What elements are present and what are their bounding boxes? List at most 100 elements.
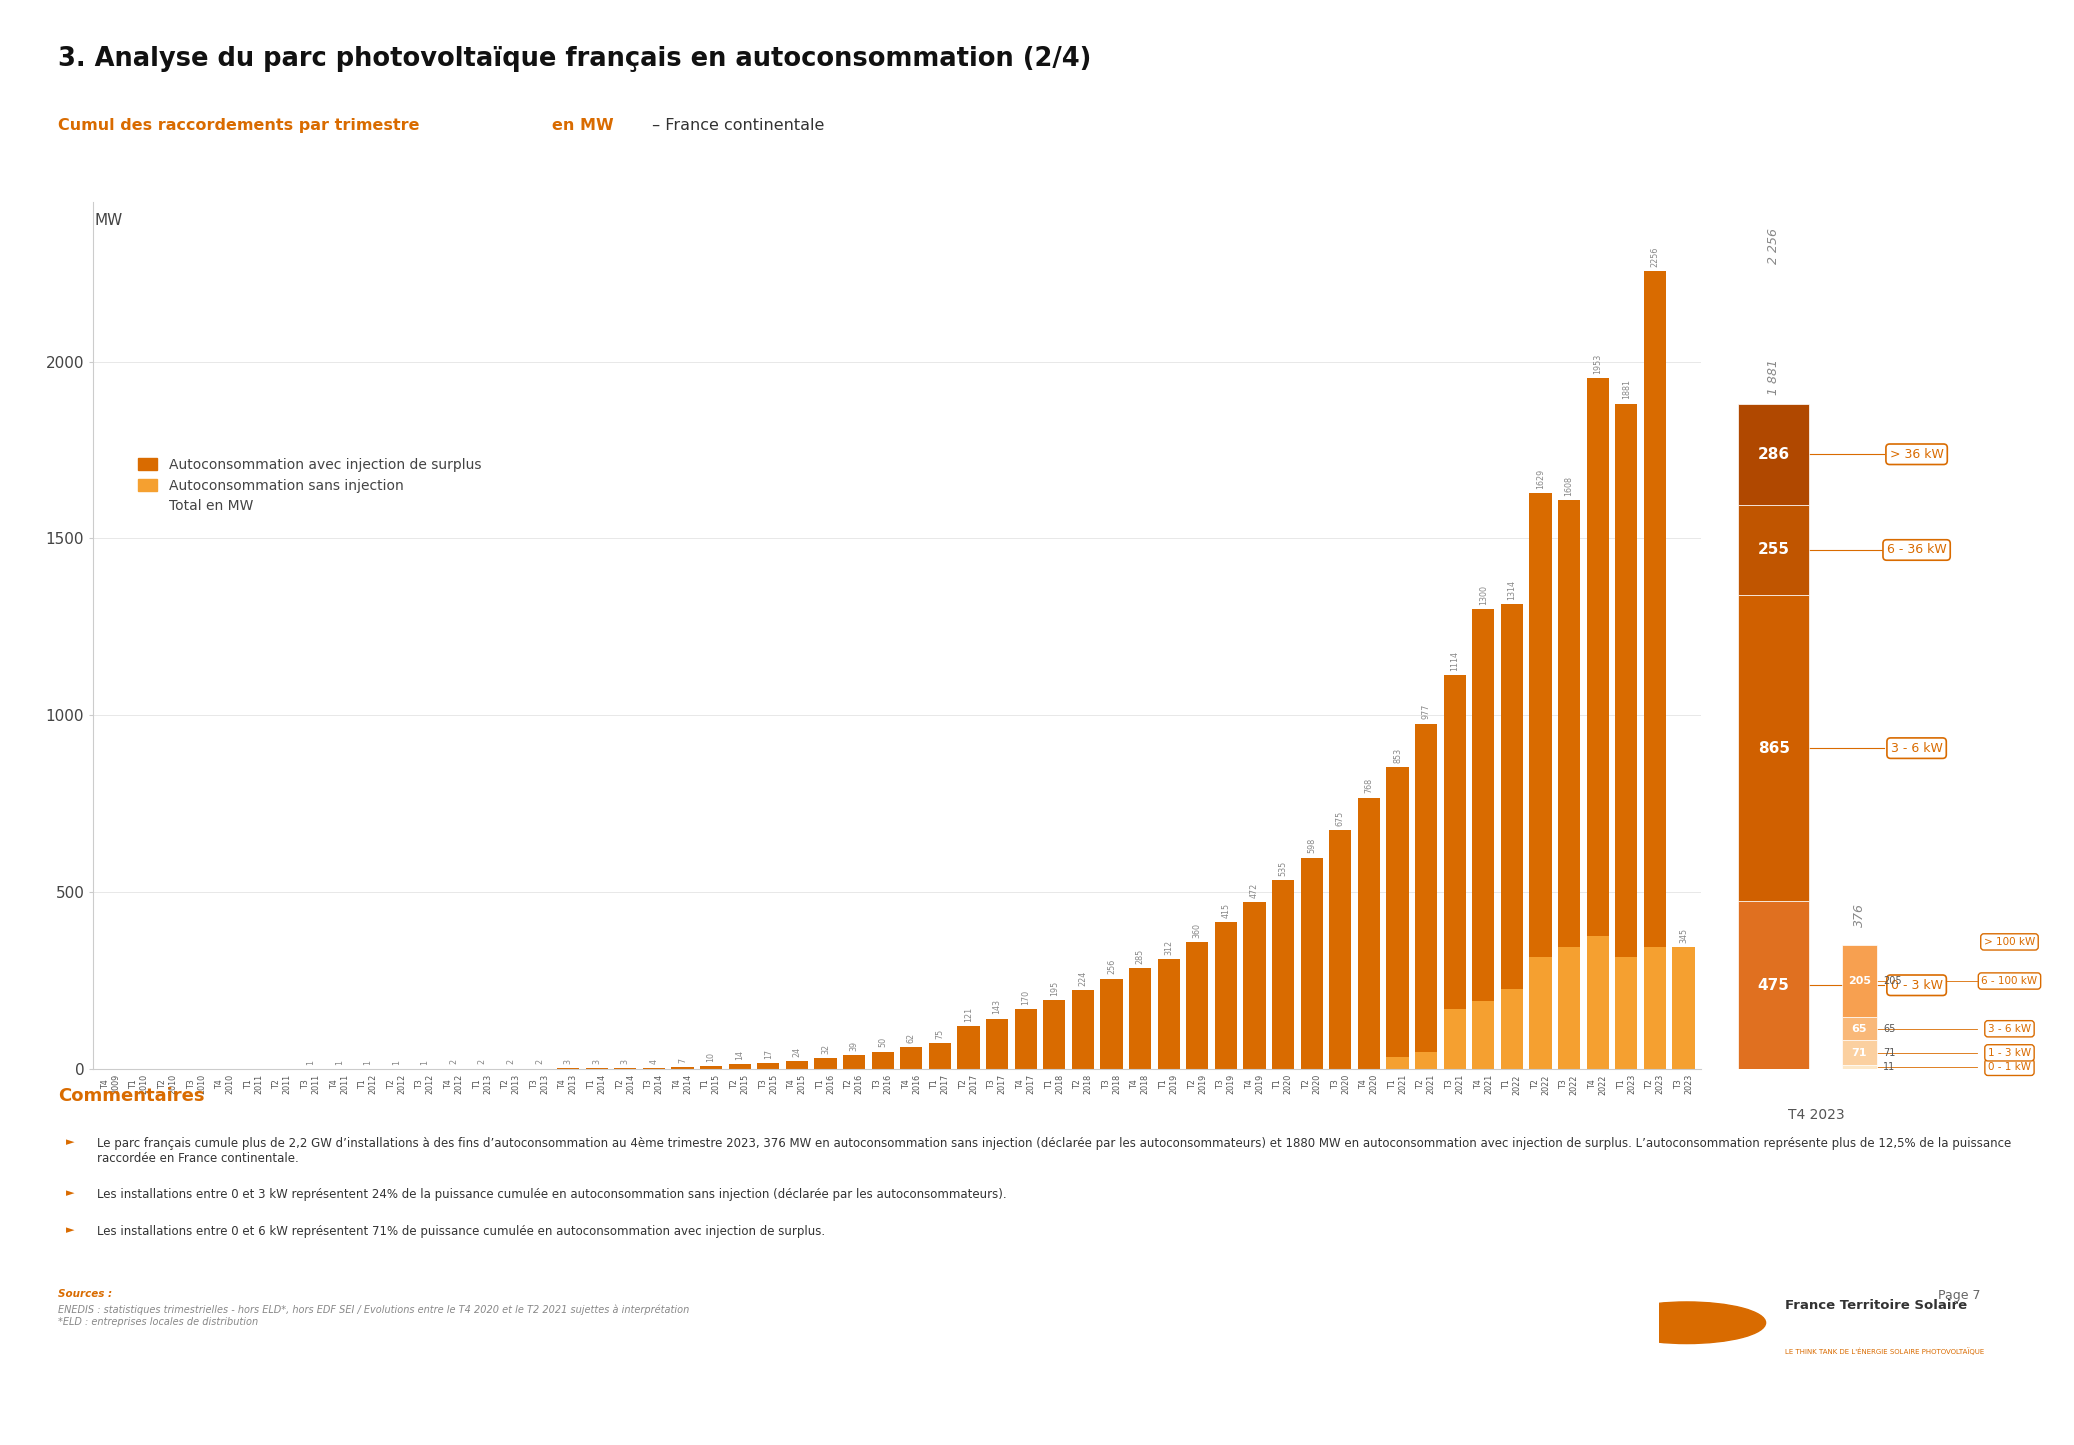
Bar xyxy=(1645,272,1665,948)
Text: 205: 205 xyxy=(1883,975,1902,985)
Text: 1: 1 xyxy=(392,1059,400,1065)
Bar xyxy=(1616,403,1638,958)
Text: 17: 17 xyxy=(763,1049,774,1059)
Text: 1314: 1314 xyxy=(1508,579,1516,600)
Text: 472: 472 xyxy=(1251,883,1259,897)
Bar xyxy=(1186,942,1209,1069)
Text: 14: 14 xyxy=(734,1051,745,1061)
Text: 3. Analyse du parc photovoltaïque français en autoconsommation (2/4): 3. Analyse du parc photovoltaïque frança… xyxy=(58,46,1091,72)
Bar xyxy=(1242,902,1265,1069)
Text: 3: 3 xyxy=(564,1059,572,1064)
Bar xyxy=(1014,1009,1037,1069)
Bar xyxy=(1738,595,1809,902)
Bar xyxy=(1587,379,1609,936)
Bar xyxy=(1043,1000,1066,1069)
Bar xyxy=(1616,958,1638,1069)
Text: 11: 11 xyxy=(1883,1062,1896,1072)
Text: > 100 kW: > 100 kW xyxy=(1985,936,2035,946)
Text: 1: 1 xyxy=(421,1059,429,1065)
Bar xyxy=(1473,1000,1495,1069)
Bar xyxy=(1842,1017,1877,1040)
Bar xyxy=(1738,504,1809,595)
Text: 62: 62 xyxy=(906,1033,917,1043)
Bar xyxy=(1738,403,1809,504)
Text: 170: 170 xyxy=(1020,990,1031,1004)
Text: 71: 71 xyxy=(1883,1048,1896,1058)
Bar xyxy=(1271,880,1294,1069)
Bar xyxy=(699,1066,722,1069)
Text: 1608: 1608 xyxy=(1564,475,1574,496)
Bar xyxy=(1072,990,1095,1069)
Bar xyxy=(1738,902,1809,1069)
Bar xyxy=(1101,978,1122,1069)
Bar xyxy=(728,1065,751,1069)
Text: 977: 977 xyxy=(1421,704,1431,720)
Text: 475: 475 xyxy=(1759,978,1790,993)
Text: 360: 360 xyxy=(1193,923,1201,938)
Text: ►: ► xyxy=(66,1137,75,1147)
Bar xyxy=(1444,675,1466,1009)
Text: 1: 1 xyxy=(307,1059,315,1065)
Text: 6 - 36 kW: 6 - 36 kW xyxy=(1887,543,1947,556)
Bar xyxy=(1414,1052,1437,1069)
Bar xyxy=(1842,1065,1877,1069)
Bar xyxy=(1444,1009,1466,1069)
Text: Sources :: Sources : xyxy=(58,1289,112,1299)
Bar xyxy=(929,1043,952,1069)
Text: 1881: 1881 xyxy=(1622,380,1630,399)
Text: 675: 675 xyxy=(1336,811,1344,827)
Bar xyxy=(1157,959,1180,1069)
Text: 32: 32 xyxy=(821,1043,830,1053)
Text: Les installations entre 0 et 3 kW représentent 24% de la puissance cumulée en au: Les installations entre 0 et 3 kW représ… xyxy=(97,1188,1008,1201)
Bar xyxy=(1128,968,1151,1069)
Text: 121: 121 xyxy=(964,1007,973,1022)
Bar xyxy=(842,1055,865,1069)
Text: 865: 865 xyxy=(1759,741,1790,756)
Text: > 36 kW: > 36 kW xyxy=(1889,448,1943,461)
Bar xyxy=(1529,958,1551,1069)
Text: 65: 65 xyxy=(1852,1023,1867,1033)
Text: 415: 415 xyxy=(1222,903,1230,918)
Text: T4 2023: T4 2023 xyxy=(1788,1108,1846,1123)
Text: 853: 853 xyxy=(1394,749,1402,763)
Bar xyxy=(1558,500,1580,948)
Text: 535: 535 xyxy=(1278,860,1288,876)
Text: 2: 2 xyxy=(535,1059,543,1065)
Bar xyxy=(1587,936,1609,1069)
Text: 4: 4 xyxy=(649,1059,657,1064)
Text: 312: 312 xyxy=(1164,939,1174,955)
Text: MW: MW xyxy=(95,212,122,228)
Bar xyxy=(1645,948,1665,1069)
Legend: Autoconsommation avec injection de surplus, Autoconsommation sans injection, Tot: Autoconsommation avec injection de surpl… xyxy=(133,452,487,519)
Text: 768: 768 xyxy=(1365,779,1373,793)
Text: 1953: 1953 xyxy=(1593,354,1603,374)
Bar xyxy=(871,1052,894,1069)
Text: 1629: 1629 xyxy=(1537,468,1545,488)
Circle shape xyxy=(1607,1302,1765,1344)
Text: 2256: 2256 xyxy=(1651,246,1659,267)
Text: 6 - 100 kW: 6 - 100 kW xyxy=(1981,975,2037,985)
Text: 2: 2 xyxy=(477,1059,487,1065)
Text: 2: 2 xyxy=(450,1059,458,1065)
Bar xyxy=(757,1064,780,1069)
Text: 3 - 6 kW: 3 - 6 kW xyxy=(1891,741,1943,754)
Bar xyxy=(1358,798,1379,1069)
Text: 1: 1 xyxy=(363,1059,373,1065)
Text: 10: 10 xyxy=(707,1052,716,1062)
Bar xyxy=(1842,945,1877,1017)
Text: 143: 143 xyxy=(993,1000,1002,1014)
Text: 224: 224 xyxy=(1078,971,1087,985)
Text: ►: ► xyxy=(66,1188,75,1198)
Text: 1300: 1300 xyxy=(1479,585,1487,605)
Text: – France continentale: – France continentale xyxy=(647,118,825,133)
Bar xyxy=(672,1066,693,1069)
Text: 286: 286 xyxy=(1757,447,1790,462)
Bar xyxy=(1385,1056,1408,1069)
Bar xyxy=(1672,948,1694,1069)
Bar xyxy=(1215,922,1236,1069)
Bar xyxy=(1502,988,1522,1069)
Text: Page 7: Page 7 xyxy=(1939,1289,1981,1302)
Text: 2: 2 xyxy=(506,1059,516,1065)
Text: 3: 3 xyxy=(593,1059,601,1064)
Bar xyxy=(900,1048,923,1069)
